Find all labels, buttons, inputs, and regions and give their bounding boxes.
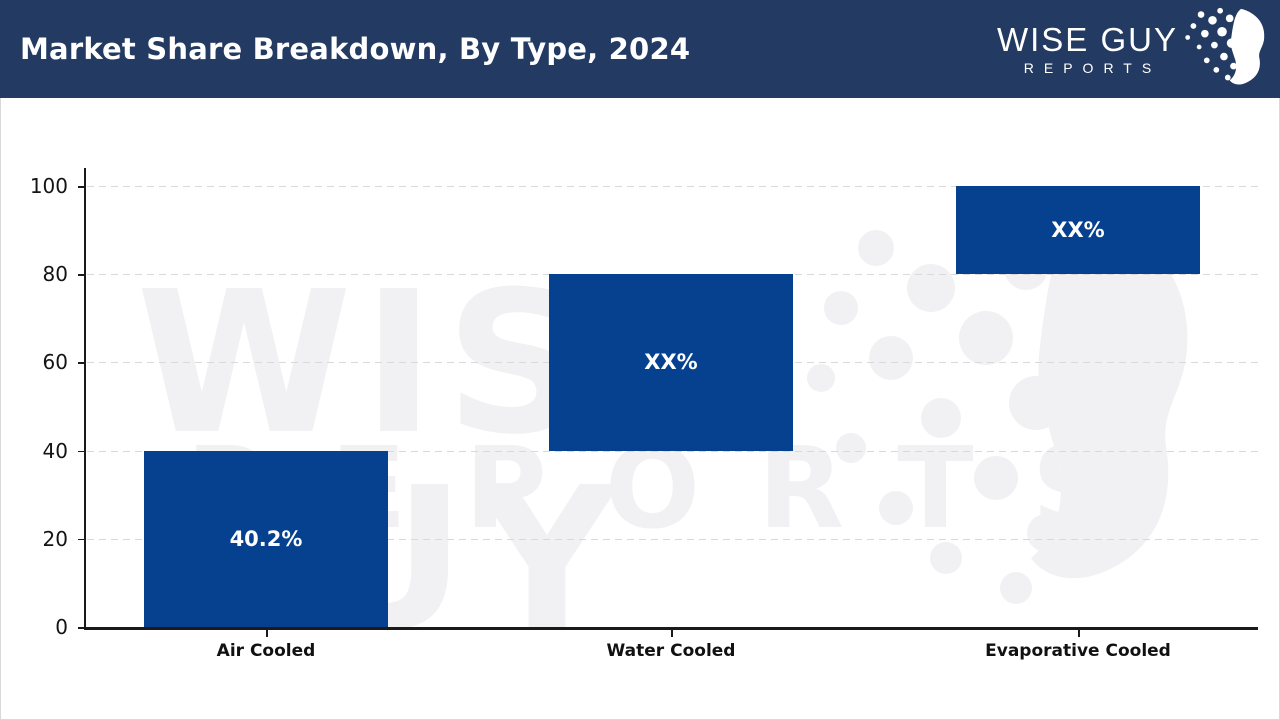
y-tick-0 — [78, 627, 86, 629]
gridline-40 — [87, 450, 1258, 452]
gridline-100 — [87, 186, 1258, 187]
y-tick-label: 40 — [42, 438, 68, 463]
y-tick-label: 0 — [55, 615, 68, 639]
x-category-label: Air Cooled — [216, 641, 316, 661]
bar-air-cooled — [144, 450, 388, 627]
y-tick-40 — [78, 450, 86, 453]
x-category-label: Evaporative Cooled — [985, 641, 1171, 661]
brand-name: WISE GUY — [996, 21, 1178, 58]
brand-wordmark: WISE GUY REPORTS — [997, 23, 1178, 75]
x-axis-line — [84, 627, 1258, 630]
x-tick-0 — [266, 630, 268, 637]
header-bar: Market Share Breakdown, By Type, 2024 WI… — [0, 0, 1280, 98]
y-tick-60 — [78, 362, 86, 364]
bar-evaporative-cooled — [956, 186, 1200, 275]
y-tick-20 — [78, 538, 86, 541]
bar-value-label: 40.2% — [229, 526, 303, 551]
watermark-face-dots — [781, 188, 1201, 622]
brand-subname: REPORTS — [1023, 60, 1162, 76]
y-tick-label: 80 — [42, 262, 68, 287]
y-tick-80 — [78, 274, 86, 276]
gridline-20 — [87, 538, 1258, 540]
brand-logo: WISE GUY REPORTS — [997, 5, 1266, 93]
y-tick-100 — [78, 186, 86, 188]
bar-value-label: XX% — [1051, 218, 1105, 243]
y-tick-label: 20 — [42, 526, 68, 551]
y-axis-line — [84, 168, 86, 630]
x-category-label: Water Cooled — [606, 641, 736, 661]
y-tick-label: 100 — [29, 174, 68, 198]
x-tick-1 — [671, 630, 673, 637]
y-tick-label: 60 — [42, 350, 68, 375]
bar-water-cooled — [549, 274, 793, 451]
x-tick-2 — [1078, 630, 1080, 637]
page-title: Market Share Breakdown, By Type, 2024 — [20, 32, 691, 66]
face-dots-icon — [1180, 5, 1266, 93]
bar-value-label: XX% — [644, 350, 698, 375]
